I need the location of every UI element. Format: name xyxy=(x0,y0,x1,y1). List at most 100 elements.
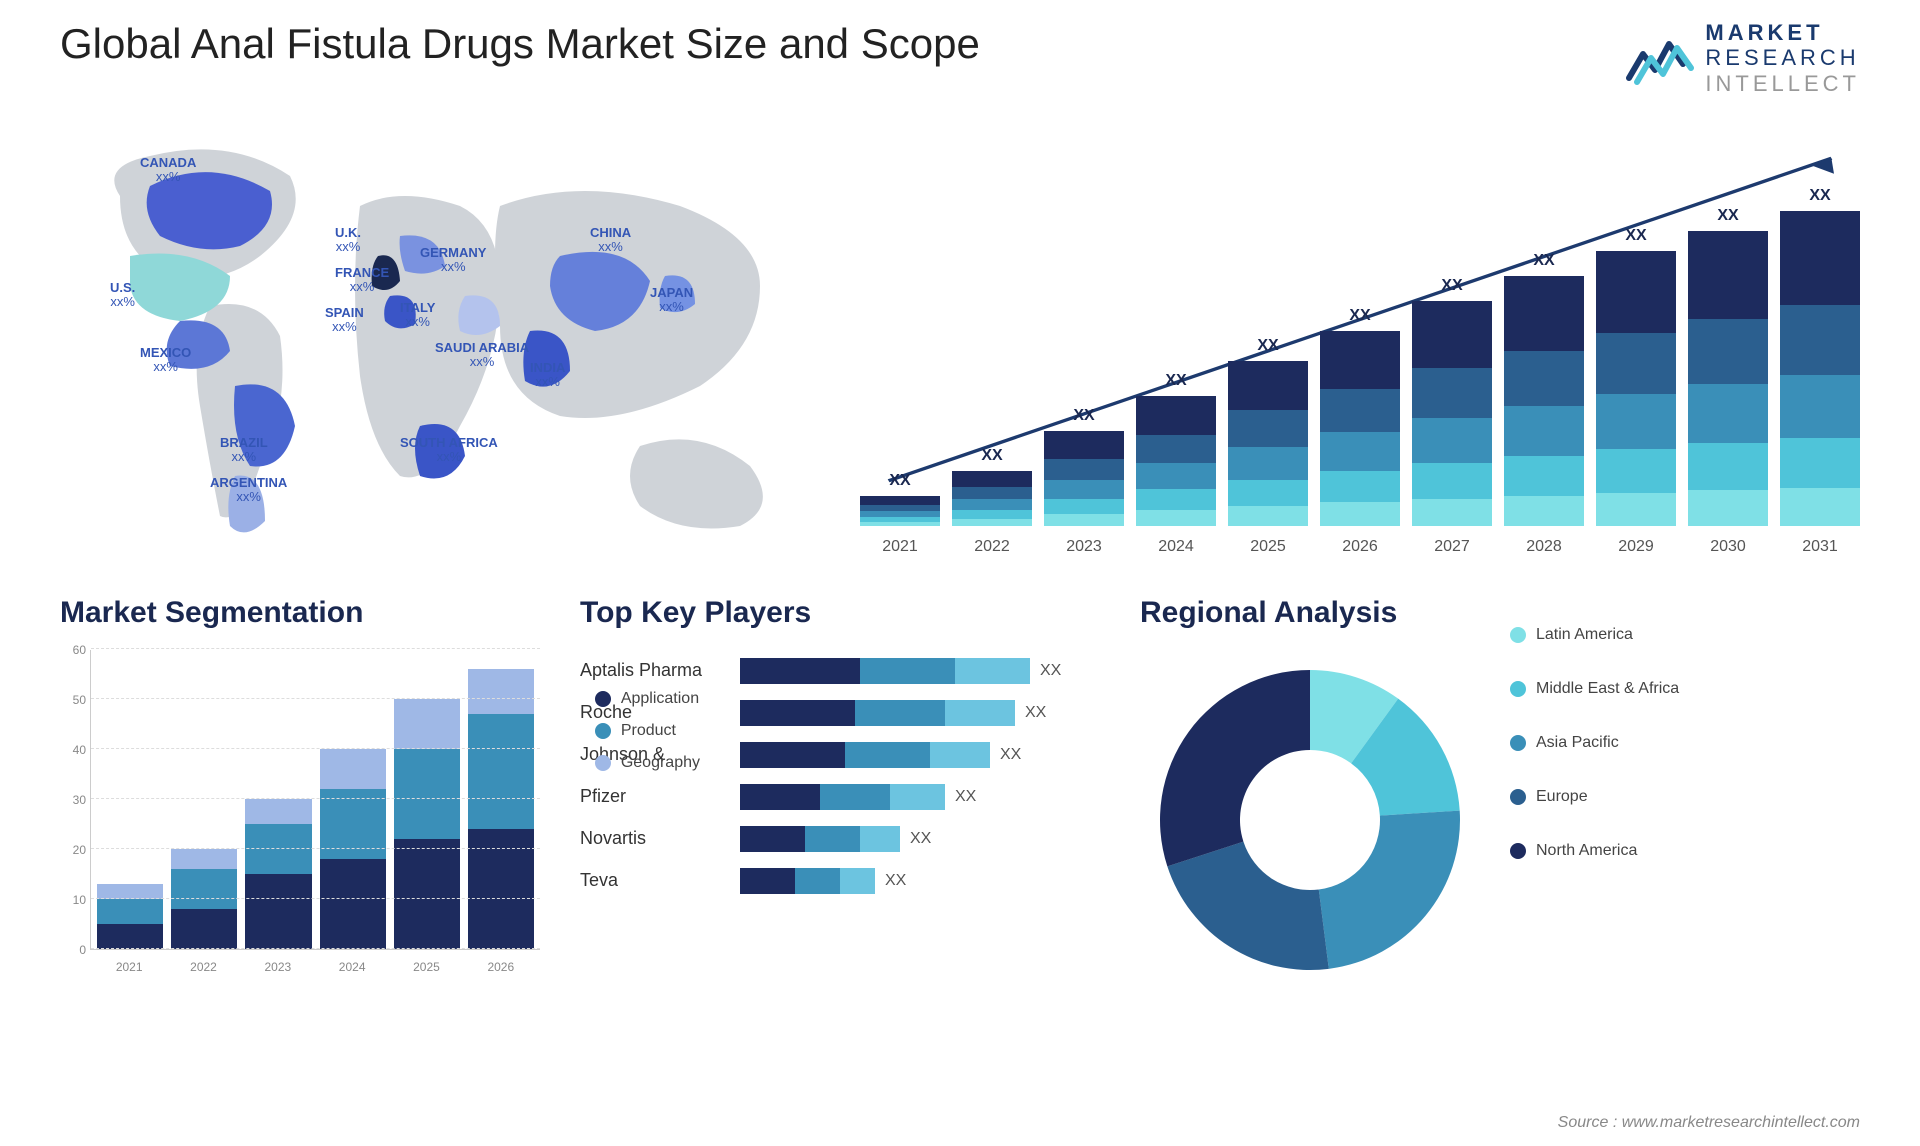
source-text: Source : www.marketresearchintellect.com xyxy=(1558,1114,1860,1132)
seg-ytick: 30 xyxy=(73,793,86,807)
legend-item: Europe xyxy=(1510,788,1679,806)
segmentation-bar xyxy=(468,669,534,949)
growth-bar: XX xyxy=(1044,407,1124,526)
segmentation-section: Market Segmentation 0 10 20 30 40 50 60 2021 20… xyxy=(60,596,540,976)
legend-item: Geography xyxy=(595,754,700,772)
players-section: Top Key Players Aptalis PharmaRocheJohns… xyxy=(580,596,1100,976)
growth-bar: XX xyxy=(1136,372,1216,526)
logo-line-1: MARKET xyxy=(1705,20,1860,45)
country-label: SPAINxx% xyxy=(325,306,364,335)
growth-bar: XX xyxy=(1320,307,1400,526)
country-label: JAPANxx% xyxy=(650,286,693,315)
player-bar: XX xyxy=(740,650,1100,692)
country-label: ITALYxx% xyxy=(400,301,435,330)
growth-bar-label: XX xyxy=(1809,187,1830,205)
growth-bar-label: XX xyxy=(1533,252,1554,270)
regional-section: Regional Analysis Latin America Middle Ea… xyxy=(1140,596,1860,976)
country-label: U.K.xx% xyxy=(335,226,361,255)
logo-line-3: INTELLECT xyxy=(1705,71,1860,96)
player-label: Novartis xyxy=(580,818,740,860)
logo-line-2: RESEARCH xyxy=(1705,45,1860,70)
growth-bar: XX xyxy=(1228,337,1308,526)
country-label: CANADAxx% xyxy=(140,156,196,185)
donut-slice xyxy=(1319,810,1460,968)
segmentation-bar xyxy=(320,749,386,949)
donut-slice xyxy=(1160,670,1310,866)
seg-year-label: 2021 xyxy=(96,960,162,974)
growth-bar-label: XX xyxy=(1165,372,1186,390)
player-label: Teva xyxy=(580,860,740,902)
growth-bar-label: XX xyxy=(1073,407,1094,425)
growth-bar: XX xyxy=(1412,277,1492,526)
legend-item: Asia Pacific xyxy=(1510,734,1679,752)
seg-ytick: 20 xyxy=(73,843,86,857)
regional-legend: Latin America Middle East & Africa Asia Pa… xyxy=(1510,596,1679,976)
segmentation-bar xyxy=(171,849,237,949)
growth-year-label: 2031 xyxy=(1780,538,1860,556)
growth-bar-label: XX xyxy=(1625,227,1646,245)
growth-bar-label: XX xyxy=(1441,277,1462,295)
growth-bar-label: XX xyxy=(1257,337,1278,355)
growth-bar-label: XX xyxy=(1717,207,1738,225)
segmentation-title: Market Segmentation xyxy=(60,596,540,630)
player-bar: XX xyxy=(740,692,1100,734)
player-value: XX xyxy=(1000,746,1021,764)
player-value: XX xyxy=(910,830,931,848)
growth-year-label: 2024 xyxy=(1136,538,1216,556)
growth-year-label: 2030 xyxy=(1688,538,1768,556)
legend-item: Middle East & Africa xyxy=(1510,680,1679,698)
bottom-row: Market Segmentation 0 10 20 30 40 50 60 2021 20… xyxy=(60,596,1860,976)
segmentation-chart: 0102030405060 202120222023202420252026 A… xyxy=(60,650,540,950)
seg-ytick: 40 xyxy=(73,743,86,757)
country-label: INDIAxx% xyxy=(530,361,565,390)
seg-ytick: 60 xyxy=(73,643,86,657)
player-value: XX xyxy=(955,788,976,806)
seg-year-label: 2026 xyxy=(468,960,534,974)
regional-title: Regional Analysis xyxy=(1140,596,1480,630)
growth-bar: XX xyxy=(1596,227,1676,526)
segmentation-bar xyxy=(97,884,163,949)
country-label: U.S.xx% xyxy=(110,281,135,310)
player-label: Aptalis Pharma xyxy=(580,650,740,692)
growth-year-label: 2027 xyxy=(1412,538,1492,556)
growth-year-label: 2023 xyxy=(1044,538,1124,556)
growth-bar-label: XX xyxy=(1349,307,1370,325)
player-bar: XX xyxy=(740,776,1100,818)
segmentation-bar xyxy=(245,799,311,949)
country-label: ARGENTINAxx% xyxy=(210,476,287,505)
header: Global Anal Fistula Drugs Market Size an… xyxy=(60,20,1860,96)
world-map: CANADAxx% U.S.xx% MEXICOxx% BRAZILxx% ARGENT… xyxy=(60,126,820,556)
growth-bar-label: XX xyxy=(889,472,910,490)
top-row: CANADAxx% U.S.xx% MEXICOxx% BRAZILxx% ARGENT… xyxy=(60,126,1860,556)
legend-item: Latin America xyxy=(1510,626,1679,644)
growth-bar: XX xyxy=(1688,207,1768,526)
growth-year-label: 2028 xyxy=(1504,538,1584,556)
player-value: XX xyxy=(885,872,906,890)
country-label: FRANCExx% xyxy=(335,266,389,295)
country-label: MEXICOxx% xyxy=(140,346,191,375)
seg-year-label: 2025 xyxy=(393,960,459,974)
segmentation-legend: ApplicationProductGeography xyxy=(595,690,700,786)
donut-slice xyxy=(1167,842,1328,970)
growth-chart: XX XX XX XX XX XX XX XX XX XX XX 2021 2022 2023 2024 2… xyxy=(860,126,1860,556)
country-label: BRAZILxx% xyxy=(220,436,268,465)
country-label: SAUDI ARABIAxx% xyxy=(435,341,529,370)
player-value: XX xyxy=(1025,704,1046,722)
players-title: Top Key Players xyxy=(580,596,1100,630)
growth-year-label: 2021 xyxy=(860,538,940,556)
legend-item: North America xyxy=(1510,842,1679,860)
logo-icon xyxy=(1625,30,1695,86)
growth-year-label: 2022 xyxy=(952,538,1032,556)
seg-ytick: 0 xyxy=(79,943,86,957)
country-label: GERMANYxx% xyxy=(420,246,486,275)
growth-bar-label: XX xyxy=(981,447,1002,465)
seg-year-label: 2023 xyxy=(245,960,311,974)
seg-ytick: 50 xyxy=(73,693,86,707)
growth-bar: XX xyxy=(952,447,1032,526)
seg-ytick: 10 xyxy=(73,893,86,907)
country-label: SOUTH AFRICAxx% xyxy=(400,436,498,465)
growth-year-label: 2025 xyxy=(1228,538,1308,556)
growth-year-label: 2026 xyxy=(1320,538,1400,556)
growth-bar: XX xyxy=(860,472,940,526)
segmentation-bar xyxy=(394,699,460,949)
